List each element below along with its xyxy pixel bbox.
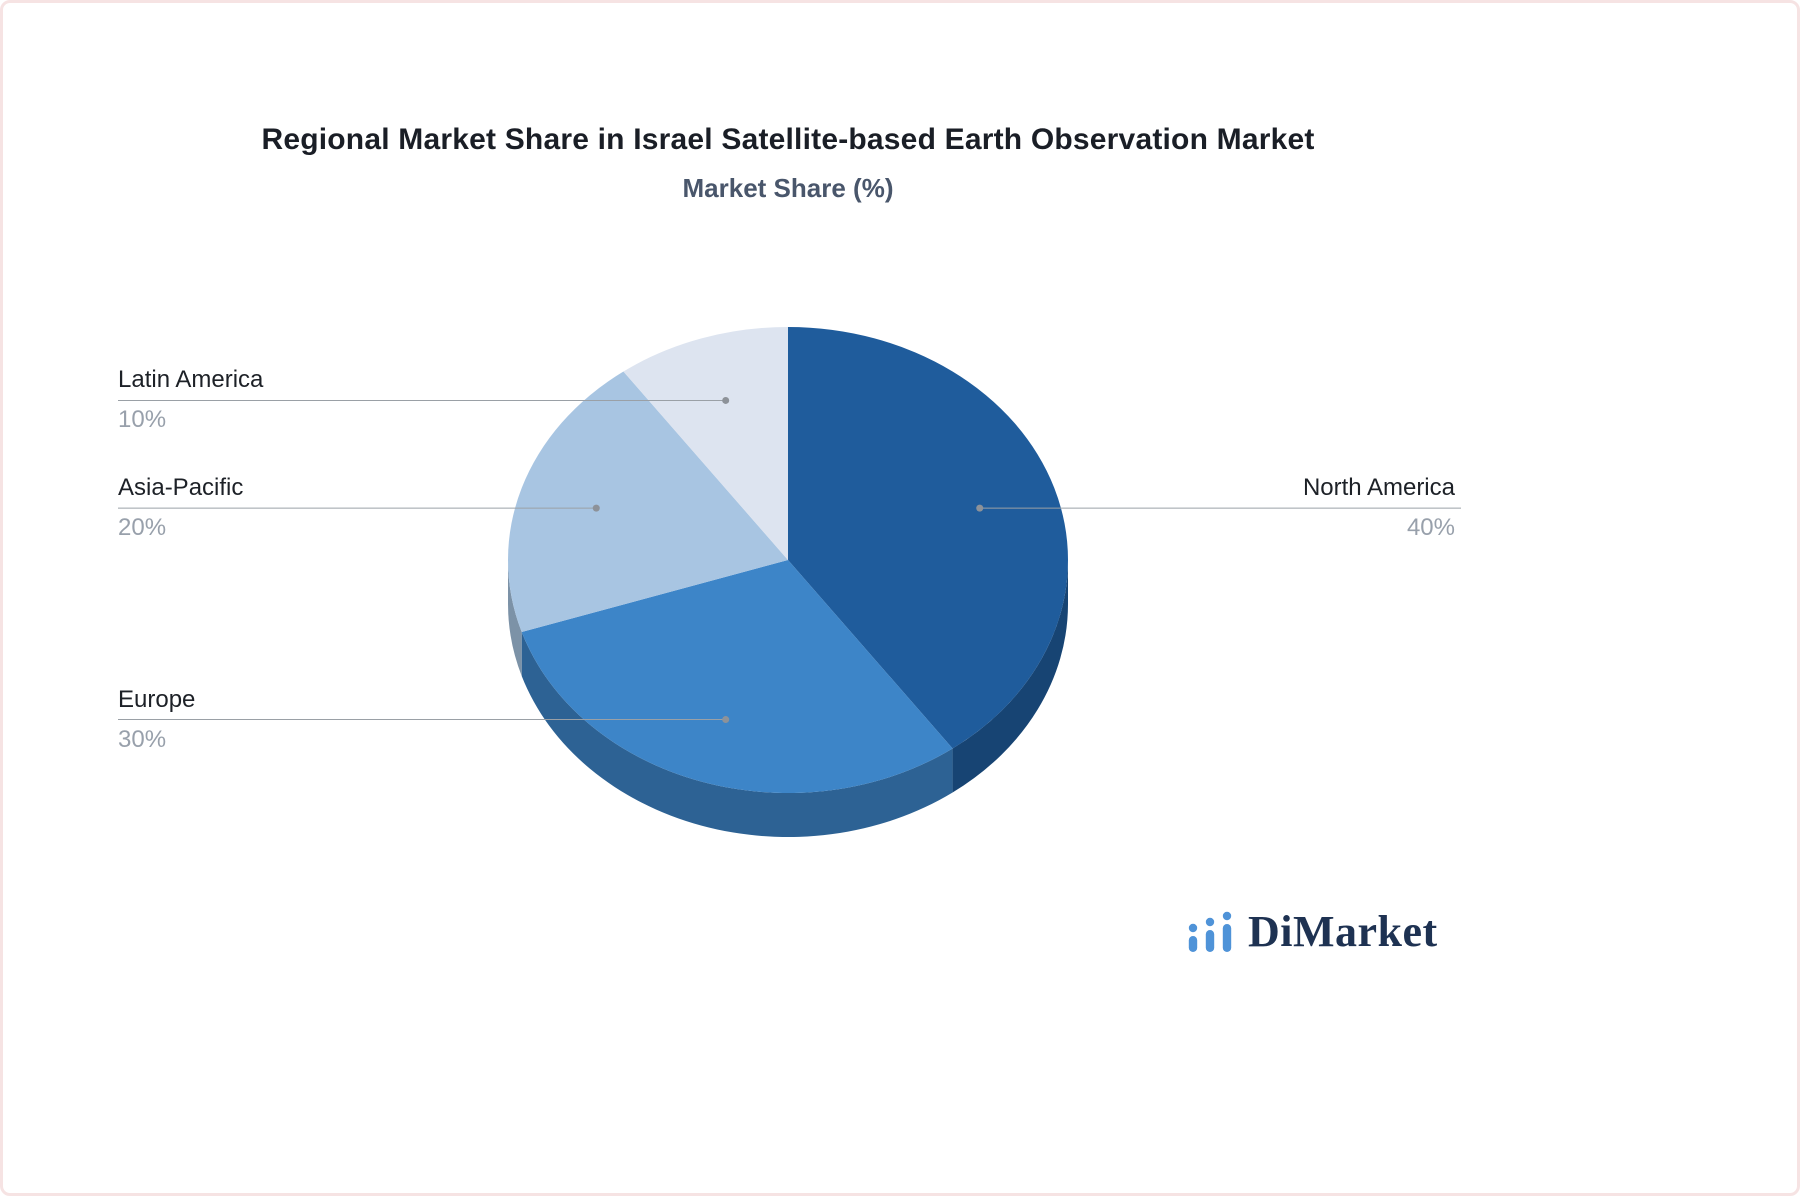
pie-slice-europe-side	[521, 632, 953, 837]
callout-label: Latin America	[118, 366, 264, 394]
leader-dot-asia-pacific	[592, 504, 600, 512]
leader-dot-latin-america	[722, 396, 730, 404]
dimarket-logo: DiMarket	[1186, 906, 1438, 957]
callout-latin-america: Latin America 10%	[118, 366, 263, 434]
pie-chart	[118, 327, 1461, 837]
leader-dot-north-america	[976, 504, 984, 512]
callout-value: 20%	[118, 514, 167, 542]
callout-label: Asia-Pacific	[118, 474, 244, 502]
pie-slice-latin-america	[623, 327, 788, 560]
callout-europe: Europe 30%	[118, 686, 195, 754]
callout-value: 40%	[1406, 514, 1455, 542]
pie-slice-asia-pacific-side	[508, 560, 522, 677]
pie-slice-asia-pacific	[508, 371, 788, 633]
pie-slice-north-america-side	[952, 560, 1068, 793]
bar-chart-logo-icon	[1188, 911, 1232, 952]
chart-title: Regional Market Share in Israel Satellit…	[261, 123, 1315, 156]
callout-north-america: North America 40%	[1303, 474, 1455, 542]
logo-text: DiMarket	[1248, 907, 1438, 956]
pie-slice-europe	[521, 560, 953, 793]
callout-label: North America	[1302, 474, 1455, 502]
callout-asia-pacific: Asia-Pacific 20%	[118, 474, 243, 542]
leader-dot-europe	[722, 716, 730, 724]
callout-label: Europe	[118, 685, 196, 713]
callout-value: 10%	[118, 406, 167, 434]
chart-subtitle: Market Share (%)	[682, 173, 894, 203]
callout-value: 30%	[118, 725, 167, 753]
pie-slice-north-america	[788, 327, 1068, 749]
